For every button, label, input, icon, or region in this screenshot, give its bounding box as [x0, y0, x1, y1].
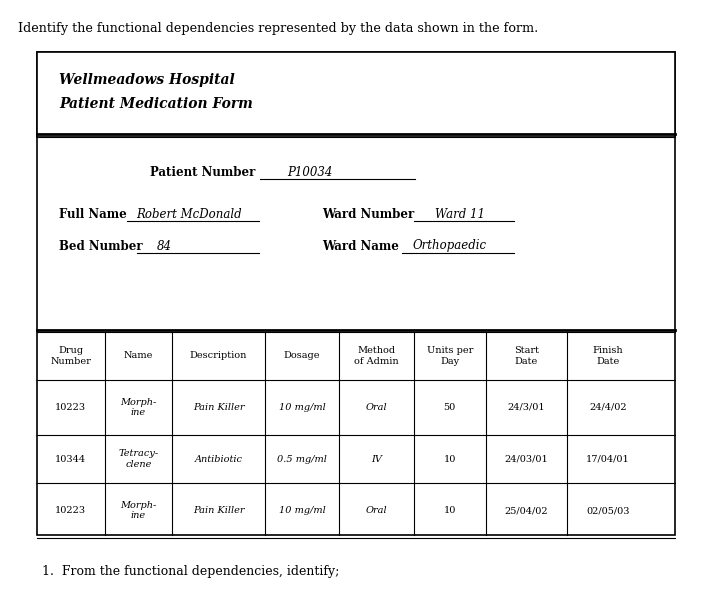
- Text: 24/4/02: 24/4/02: [589, 403, 627, 412]
- Text: Description: Description: [190, 352, 247, 361]
- Bar: [37, 52, 675, 137]
- Text: Identify the functional dependencies represented by the data shown in the form.: Identify the functional dependencies rep…: [18, 22, 538, 35]
- Text: 10: 10: [443, 506, 456, 515]
- Text: 24/3/01: 24/3/01: [508, 403, 545, 412]
- Text: Method
of Admin: Method of Admin: [354, 346, 399, 365]
- Text: 25/04/02: 25/04/02: [505, 506, 548, 515]
- Text: 10 mg/ml: 10 mg/ml: [279, 403, 325, 412]
- Text: Bed Number: Bed Number: [59, 240, 143, 252]
- Text: Ward 11: Ward 11: [435, 208, 485, 220]
- Text: Wellmeadows Hospital: Wellmeadows Hospital: [59, 73, 235, 87]
- Text: Dosage: Dosage: [284, 352, 320, 361]
- Text: 10 mg/ml: 10 mg/ml: [279, 506, 325, 515]
- Text: Oral: Oral: [366, 506, 388, 515]
- Text: 1.  From the functional dependencies, identify;: 1. From the functional dependencies, ide…: [42, 565, 339, 579]
- Text: P10034: P10034: [287, 165, 333, 179]
- Text: 10223: 10223: [55, 403, 86, 412]
- Text: 24/03/01: 24/03/01: [505, 454, 548, 463]
- Text: 10344: 10344: [55, 454, 86, 463]
- Text: 10223: 10223: [55, 506, 86, 515]
- Text: Finish
Date: Finish Date: [593, 346, 623, 365]
- Text: Robert McDonald: Robert McDonald: [136, 208, 242, 220]
- Text: Units per
Day: Units per Day: [426, 346, 473, 365]
- Text: 17/04/01: 17/04/01: [586, 454, 630, 463]
- Text: Patient Number: Patient Number: [150, 165, 255, 179]
- Text: Ward Name: Ward Name: [322, 240, 399, 252]
- Text: Pain Killer: Pain Killer: [193, 403, 245, 412]
- Text: Pain Killer: Pain Killer: [193, 506, 245, 515]
- Text: Morph-
ine: Morph- ine: [120, 398, 157, 417]
- Text: Morph-
ine: Morph- ine: [120, 501, 157, 520]
- Text: Patient Medication Form: Patient Medication Form: [59, 97, 252, 111]
- Text: Start
Date: Start Date: [514, 346, 539, 365]
- Text: IV: IV: [371, 454, 382, 463]
- Text: Orthopaedic: Orthopaedic: [413, 240, 487, 252]
- Text: Name: Name: [124, 352, 153, 361]
- Bar: [37, 52, 675, 535]
- Text: 84: 84: [156, 240, 172, 252]
- Text: 0.5 mg/ml: 0.5 mg/ml: [277, 454, 327, 463]
- Text: 10: 10: [443, 454, 456, 463]
- Text: 02/05/03: 02/05/03: [586, 506, 630, 515]
- Text: Tetracy-
clene: Tetracy- clene: [118, 449, 158, 469]
- Text: 50: 50: [443, 403, 456, 412]
- Text: Full Name: Full Name: [59, 208, 127, 220]
- Text: Drug
Number: Drug Number: [51, 346, 91, 365]
- Text: Oral: Oral: [366, 403, 388, 412]
- Text: Antibiotic: Antibiotic: [195, 454, 242, 463]
- Text: Ward Number: Ward Number: [322, 208, 414, 220]
